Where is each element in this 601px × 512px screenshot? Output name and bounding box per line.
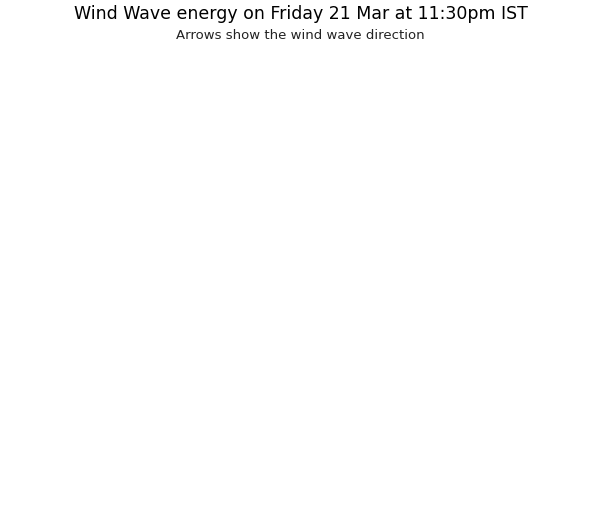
- Text: cartopy not available: cartopy not available: [197, 269, 404, 288]
- Text: Arrows show the wind wave direction: Arrows show the wind wave direction: [176, 29, 425, 41]
- Text: Wind Wave energy on Friday 21 Mar at 11:30pm IST: Wind Wave energy on Friday 21 Mar at 11:…: [73, 5, 528, 23]
